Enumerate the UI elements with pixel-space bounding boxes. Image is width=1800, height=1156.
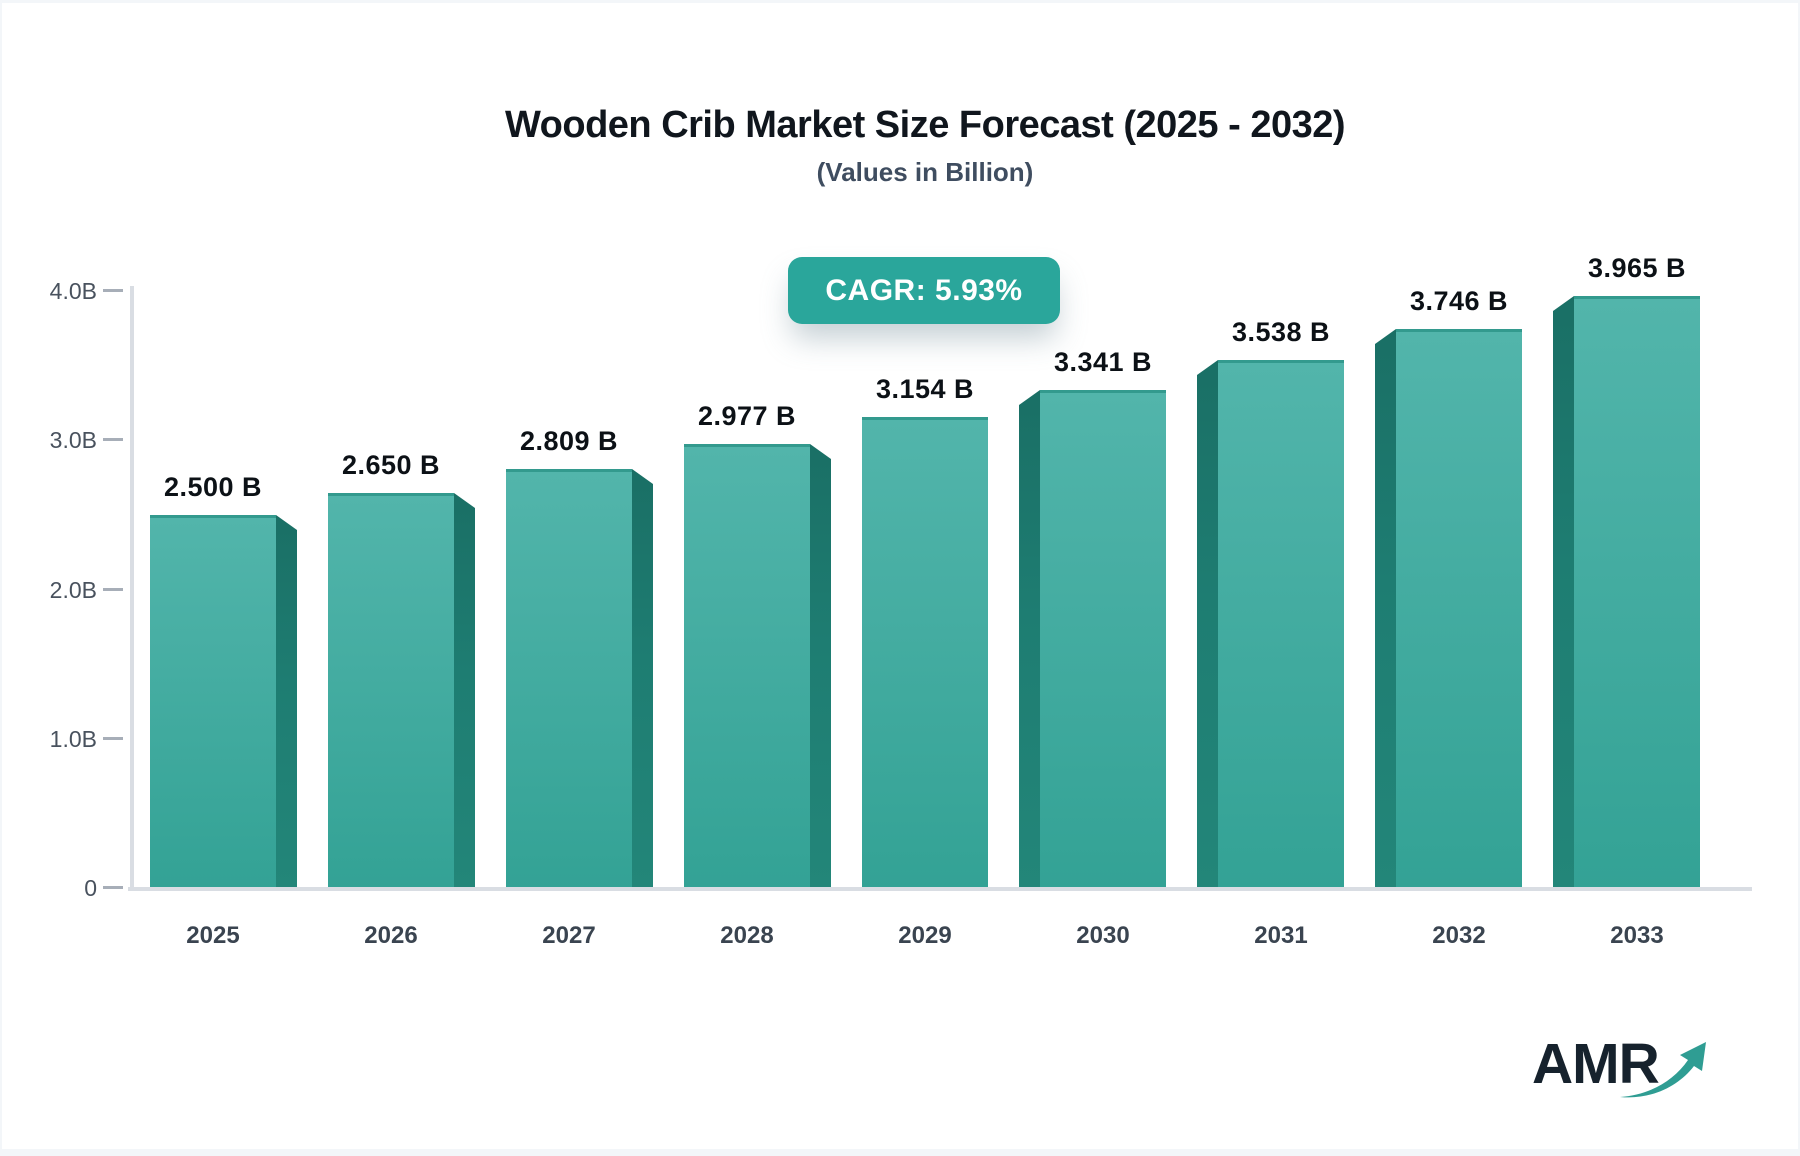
x-tick-label-2027: 2027 <box>542 922 596 949</box>
x-axis-line <box>128 887 1752 891</box>
bar-value-label-2025: 2.500 B <box>163 472 263 502</box>
bar-side-2027 <box>632 469 653 889</box>
bar-2032 <box>1396 329 1522 889</box>
y-tick-label: 4.0B <box>49 278 97 304</box>
y-tick-mark <box>103 886 123 889</box>
chart-subtitle: (Values in Billion) <box>816 157 1034 187</box>
bar-side-2033 <box>1553 296 1574 889</box>
bar-side-2031 <box>1197 360 1218 889</box>
bar-2025 <box>150 515 276 889</box>
bar-value-label-2033: 3.965 B <box>1587 253 1687 283</box>
bar-side-2032 <box>1375 329 1396 889</box>
y-tick-label: 0 <box>84 875 97 901</box>
bar-2029 <box>862 417 988 889</box>
bar-2031 <box>1218 360 1344 889</box>
y-tick-label: 3.0B <box>49 427 97 453</box>
bar-side-2030 <box>1019 390 1040 889</box>
bar-2027 <box>506 469 632 889</box>
x-tick-label-2032: 2032 <box>1432 922 1486 949</box>
cagr-badge-label: CAGR: 5.93% <box>825 273 1023 307</box>
x-tick-label-2030: 2030 <box>1076 922 1130 949</box>
bar-value-label-2029: 3.154 B <box>875 374 975 404</box>
bar-value-label-2027: 2.809 B <box>519 426 619 456</box>
x-tick-label-2031: 2031 <box>1254 922 1308 949</box>
y-tick-label: 1.0B <box>49 726 97 752</box>
bar-value-label-2026: 2.650 B <box>341 450 441 480</box>
bar-value-label-2032: 3.746 B <box>1409 286 1509 316</box>
x-tick-label-2029: 2029 <box>898 922 952 949</box>
amr-logo-text: AMR <box>1532 1032 1660 1096</box>
trend-up-arrow-icon <box>1620 1042 1706 1098</box>
y-tick-mark <box>103 588 123 591</box>
x-tick-label-2028: 2028 <box>720 922 774 949</box>
bar-side-2026 <box>454 493 475 889</box>
bar-value-label-2030: 3.341 B <box>1053 347 1153 377</box>
amr-logo: AMR <box>1532 1036 1732 1116</box>
x-tick-label-2033: 2033 <box>1610 922 1664 949</box>
bar-value-label-2031: 3.538 B <box>1231 317 1331 347</box>
chart-header: Wooden Crib Market Size Forecast (2025 -… <box>50 0 1800 188</box>
bar-2033 <box>1574 296 1700 889</box>
bar-2026 <box>328 493 454 889</box>
bar-side-2025 <box>276 515 297 889</box>
x-tick-label-2025: 2025 <box>186 922 240 949</box>
x-tick-label-2026: 2026 <box>364 922 418 949</box>
y-tick-mark <box>103 737 123 740</box>
y-tick-label: 2.0B <box>49 577 97 603</box>
bar-2030 <box>1040 390 1166 889</box>
bar-side-2028 <box>810 444 831 889</box>
bar-value-label-2028: 2.977 B <box>697 401 797 431</box>
cagr-badge: CAGR: 5.93% <box>788 257 1060 324</box>
y-axis-line <box>130 286 134 891</box>
bar-2028 <box>684 444 810 889</box>
y-tick-mark <box>103 438 123 441</box>
chart-title: Wooden Crib Market Size Forecast (2025 -… <box>504 104 1346 146</box>
y-tick-mark <box>103 289 123 292</box>
